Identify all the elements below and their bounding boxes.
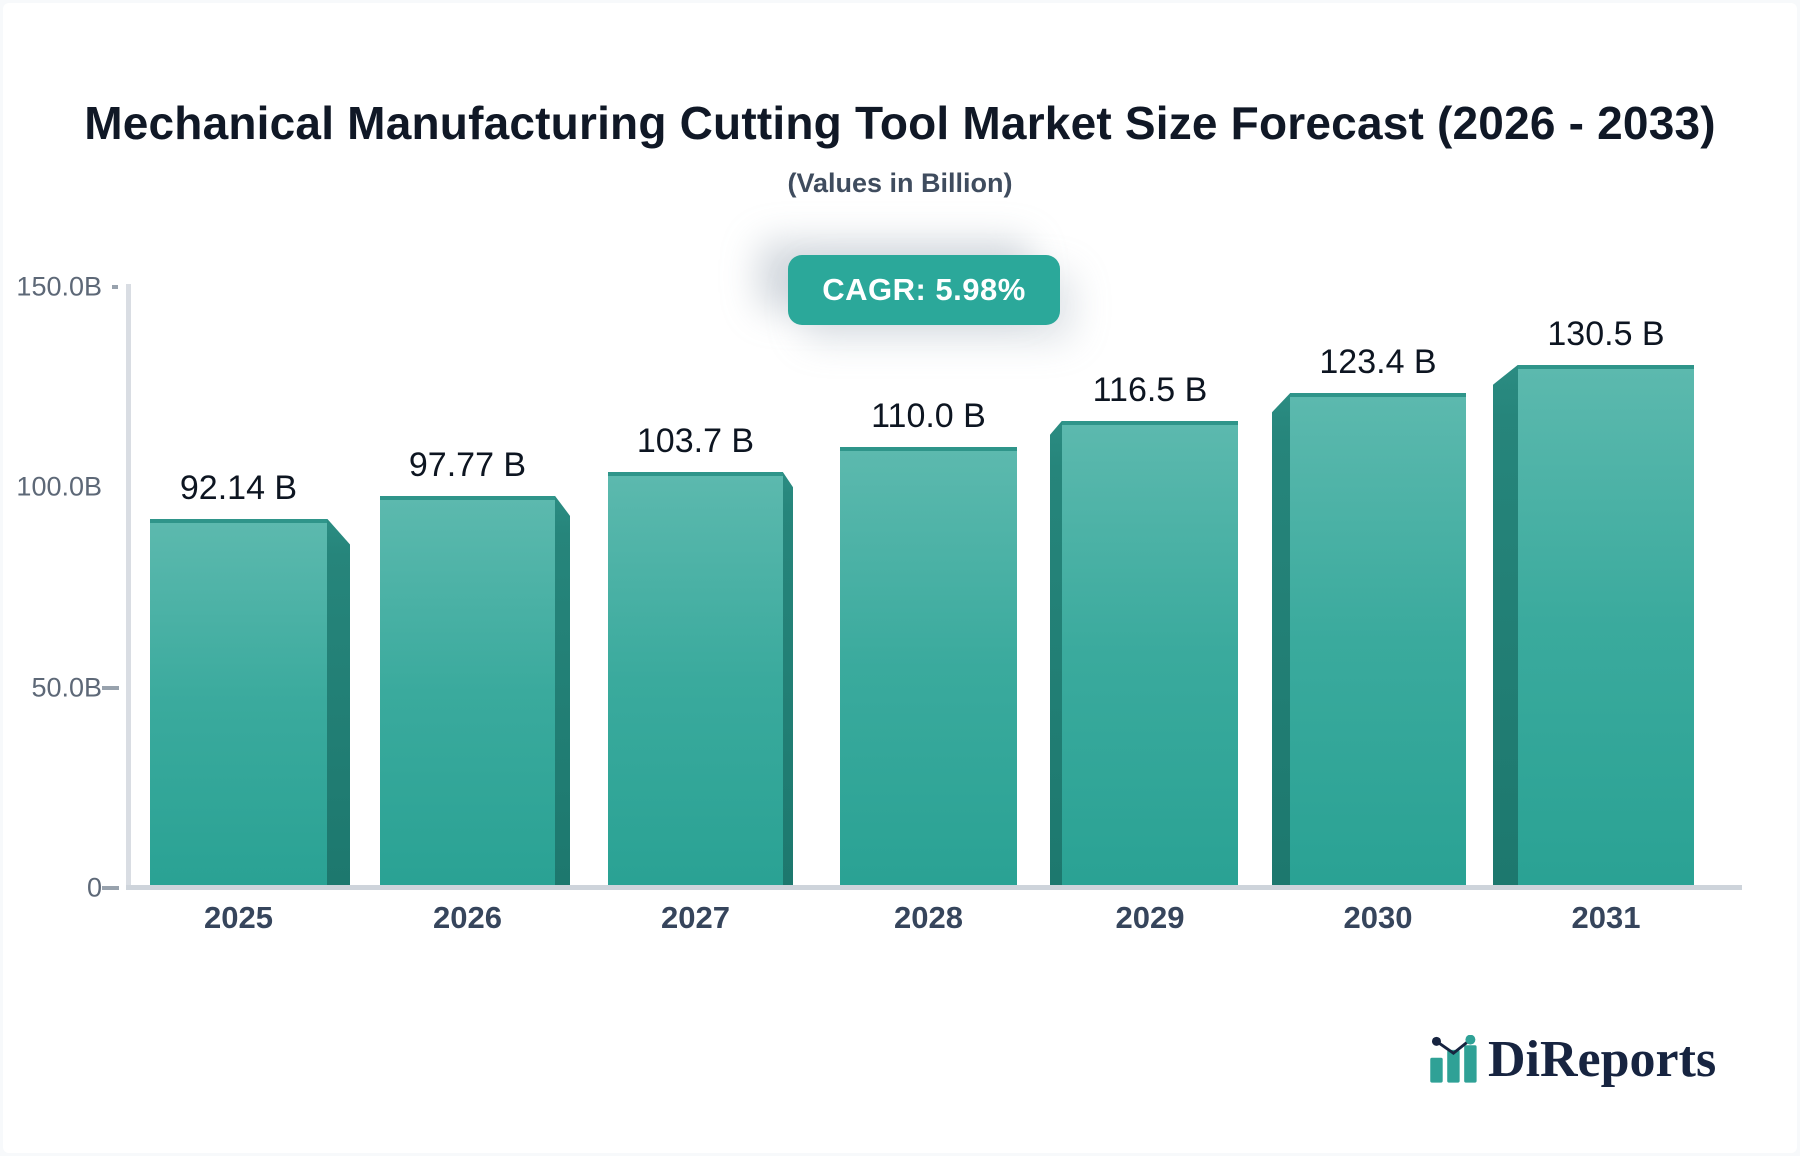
bar-value-label: 130.5 B [1547,314,1665,353]
bar-value-label: 103.7 B [636,422,755,461]
bar-side-face [1050,420,1062,885]
x-axis-label: 2027 [661,900,730,935]
x-axis-baseline [126,885,1742,890]
bar-side-face [555,495,570,885]
bar-side-face [783,472,793,885]
y-axis-tick [102,685,119,690]
chart-subtitle: (Values in Billion) [787,168,1013,198]
direports-logo-icon [1430,1035,1477,1083]
y-axis-label: 0 [86,872,102,903]
bar-value-label: 116.5 B [1092,370,1208,409]
bar-value-label: 92.14 B [179,468,298,507]
x-axis-label: 2026 [433,900,502,935]
chart-title: Mechanical Manufacturing Cutting Tool Ma… [84,97,1716,149]
bar-2027 [608,472,783,885]
y-axis-label: 150.0B [16,271,102,301]
direports-logo: DiReports [1428,1034,1716,1086]
y-axis-tick [112,284,118,289]
bar-side-face [1493,364,1518,885]
x-axis-label: 2031 [1571,900,1641,935]
cagr-badge: CAGR: 5.98% [788,255,1060,325]
bar-2030 [1290,393,1466,885]
y-axis-label: 50.0B [31,672,102,702]
y-axis-label: 100.0B [16,471,102,502]
y-axis-line [126,284,131,890]
bar-value-label: 123.4 B [1319,343,1437,382]
bar-side-face [1272,393,1290,885]
bar-2028 [840,446,1017,885]
bar-2026 [380,495,555,885]
bar-value-label: 110.0 B [871,396,986,435]
x-axis-label: 2029 [1115,900,1185,935]
bar-2029 [1062,420,1238,885]
y-axis-tick [102,886,119,890]
bar-2031 [1518,364,1694,885]
x-axis-label: 2030 [1343,900,1413,935]
x-axis-label: 2025 [204,900,273,935]
bar-2025 [150,518,327,885]
cagr-badge-label: CAGR: 5.98% [822,272,1026,307]
x-axis-label: 2028 [894,900,963,935]
bar-side-face [327,518,350,885]
bar-value-label: 97.77 B [408,445,527,484]
direports-logo-text: DiReports [1488,1031,1717,1088]
